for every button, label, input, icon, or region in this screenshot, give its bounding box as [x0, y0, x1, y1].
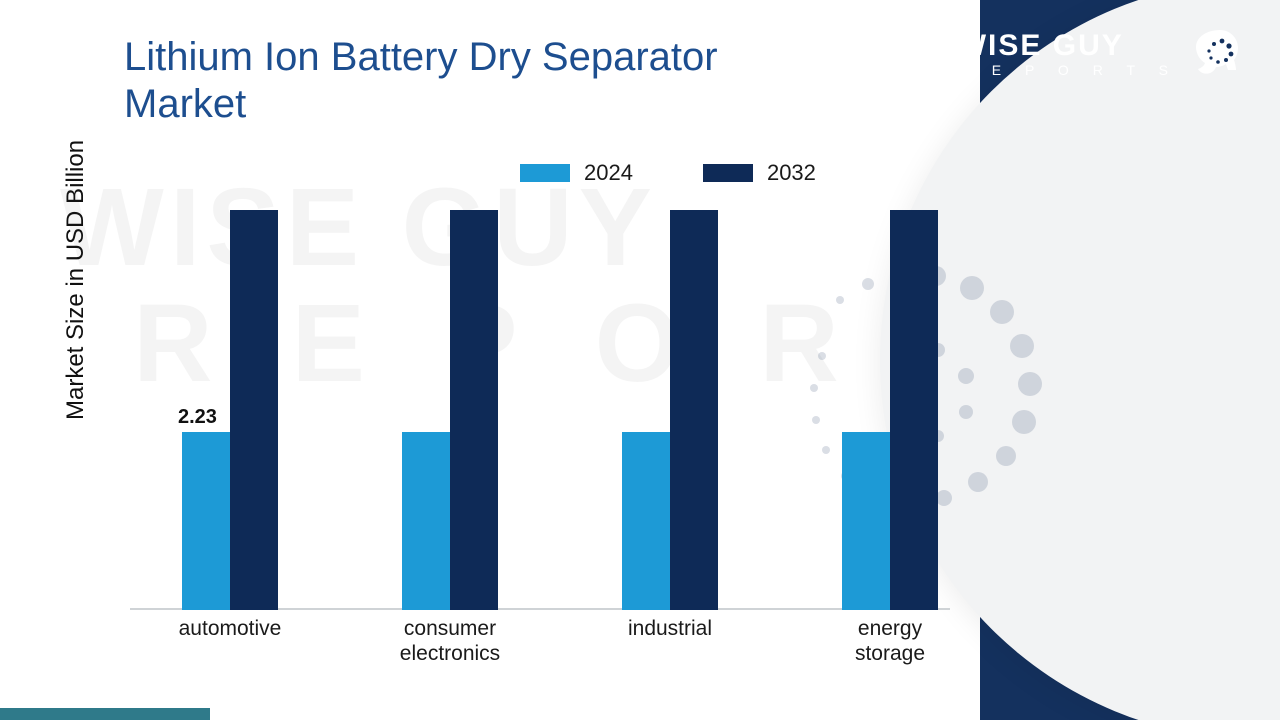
x-label: automotive — [150, 616, 310, 641]
legend: 2024 2032 — [520, 160, 816, 186]
brand-sub: R E P O R T S — [958, 63, 1178, 78]
legend-swatch-2032 — [703, 164, 753, 182]
bar-2032 — [670, 210, 718, 610]
bar-2024 — [622, 432, 670, 610]
bar-2032 — [450, 210, 498, 610]
brand-head-icon — [1190, 26, 1246, 82]
bar-2032 — [230, 210, 278, 610]
category-group — [622, 210, 718, 610]
x-label: energy storage — [810, 616, 970, 666]
legend-swatch-2024 — [520, 164, 570, 182]
brand-main: WISE GUY — [958, 30, 1178, 62]
bar-value-label: 2.23 — [178, 406, 217, 429]
bar-pair — [842, 210, 938, 610]
bar-2024 — [402, 432, 450, 610]
y-axis-label: Market Size in USD Billion — [62, 140, 90, 420]
x-label: consumer electronics — [370, 616, 530, 666]
legend-item-2024: 2024 — [520, 160, 633, 186]
bar-pair — [622, 210, 718, 610]
chart-area: 2.23automotiveconsumer electronicsindust… — [130, 210, 950, 610]
accent-bar — [0, 708, 210, 720]
legend-item-2032: 2032 — [703, 160, 816, 186]
legend-label-2032: 2032 — [767, 160, 816, 186]
category-group — [842, 210, 938, 610]
bar-2024 — [842, 432, 890, 610]
x-label: industrial — [590, 616, 750, 641]
bar-pair — [402, 210, 498, 610]
plot-area: 2.23automotiveconsumer electronicsindust… — [130, 210, 950, 610]
bar-2024 — [182, 432, 230, 610]
bar-2032 — [890, 210, 938, 610]
chart-title: Lithium Ion Battery Dry Separator Market — [124, 34, 844, 128]
category-group — [402, 210, 498, 610]
brand-logo: WISE GUY R E P O R T S — [958, 26, 1246, 82]
legend-label-2024: 2024 — [584, 160, 633, 186]
